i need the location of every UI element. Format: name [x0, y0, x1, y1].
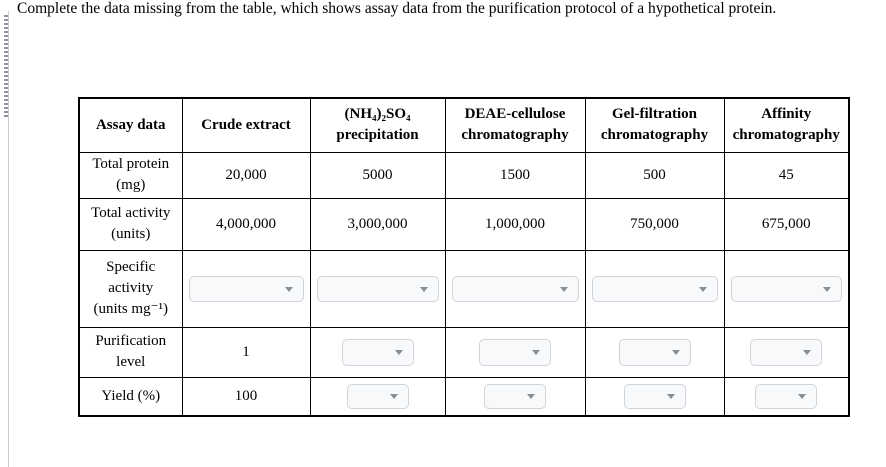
purification-level-deae-cell — [444, 326, 586, 378]
specific-activity-deae-select[interactable] — [451, 275, 579, 302]
header-affinity-chromatography: Affinity chromatography — [723, 97, 850, 153]
row-label-purification-level: Purification level — [78, 326, 183, 378]
yield-ammonium-sulfate-select[interactable] — [346, 383, 409, 409]
header-crude-extract: Crude extract — [181, 97, 311, 153]
header-ammonium-sulfate-precipitation: (NH₄)₂SO₄ precipitation — [309, 97, 446, 153]
specific-activity-ammonium-sulfate-select[interactable] — [316, 275, 439, 302]
chevron-down-icon — [698, 286, 707, 292]
total-protein-deae: 1500 — [444, 151, 586, 199]
total-activity-crude-extract: 4,000,000 — [181, 197, 311, 251]
yield-gel-filtration-cell — [584, 376, 725, 417]
table-header-row: Assay data Crude extract (NH₄)₂SO₄ preci… — [78, 97, 850, 153]
left-edge-rule — [8, 11, 9, 467]
header-gel-filtration-chromatography: Gel-filtration chromatography — [584, 97, 725, 153]
chevron-down-icon — [419, 286, 428, 292]
chevron-down-icon — [394, 350, 403, 355]
assay-data-table: Assay data Crude extract (NH₄)₂SO₄ preci… — [78, 97, 850, 417]
page-title: Complete the data missing from the table… — [17, 0, 777, 17]
purification-level-affinity-select[interactable] — [750, 338, 823, 366]
purification-level-deae-select[interactable] — [479, 338, 551, 366]
chevron-down-icon — [671, 350, 680, 355]
header-assay-data: Assay data — [78, 97, 183, 153]
specific-activity-deae-cell — [444, 249, 586, 328]
specific-activity-gel-filtration-cell — [584, 249, 725, 328]
left-edge-clipped-text — [4, 15, 8, 119]
specific-activity-gel-filtration-select[interactable] — [591, 275, 718, 302]
chevron-down-icon — [559, 286, 568, 292]
row-purification-level: Purification level 1 — [78, 326, 850, 378]
purification-level-crude-extract: 1 — [181, 326, 311, 378]
chevron-down-icon — [803, 350, 812, 355]
specific-activity-affinity-cell — [723, 249, 850, 328]
row-label-total-activity: Total activity (units) — [78, 197, 183, 251]
row-label-specific-activity: Specific activity (units mg⁻¹) — [78, 249, 183, 328]
total-activity-gel-filtration: 750,000 — [584, 197, 725, 251]
yield-ammonium-sulfate-cell — [309, 376, 446, 417]
chevron-down-icon — [666, 394, 675, 400]
chevron-down-icon — [284, 286, 293, 292]
yield-affinity-cell — [723, 376, 850, 417]
yield-gel-filtration-select[interactable] — [623, 383, 686, 409]
header-deae-cellulose-chromatography: DEAE-cellulose chromatography — [444, 97, 586, 153]
yield-deae-select[interactable] — [484, 383, 546, 409]
chevron-down-icon — [527, 394, 535, 400]
purification-level-gel-filtration-select[interactable] — [618, 338, 691, 366]
total-protein-affinity: 45 — [723, 151, 850, 199]
total-activity-ammonium-sulfate: 3,000,000 — [309, 197, 446, 251]
row-total-protein: Total protein (mg) 20,000 5000 1500 500 … — [78, 151, 850, 199]
row-label-total-protein: Total protein (mg) — [78, 151, 183, 199]
yield-deae-cell — [444, 376, 586, 417]
specific-activity-ammonium-sulfate-cell — [309, 249, 446, 328]
specific-activity-crude-extract-select[interactable] — [188, 275, 304, 302]
yield-affinity-select[interactable] — [755, 383, 818, 409]
total-protein-crude-extract: 20,000 — [181, 151, 311, 199]
total-protein-ammonium-sulfate: 5000 — [309, 151, 446, 199]
purification-level-affinity-cell — [723, 326, 850, 378]
total-activity-deae: 1,000,000 — [444, 197, 586, 251]
yield-crude-extract: 100 — [181, 376, 311, 417]
row-specific-activity: Specific activity (units mg⁻¹) — [78, 249, 850, 328]
row-yield: Yield (%) 100 — [78, 376, 850, 417]
purification-level-gel-filtration-cell — [584, 326, 725, 378]
row-label-yield: Yield (%) — [78, 376, 183, 417]
purification-level-ammonium-sulfate-select[interactable] — [341, 338, 414, 366]
chevron-down-icon — [532, 350, 540, 355]
total-activity-affinity: 675,000 — [723, 197, 850, 251]
total-protein-gel-filtration: 500 — [584, 151, 725, 199]
purification-level-ammonium-sulfate-cell — [309, 326, 446, 378]
row-total-activity: Total activity (units) 4,000,000 3,000,0… — [78, 197, 850, 251]
chevron-down-icon — [823, 286, 831, 292]
specific-activity-crude-extract-cell — [181, 249, 311, 328]
chevron-down-icon — [389, 394, 398, 400]
chevron-down-icon — [798, 394, 807, 400]
specific-activity-affinity-select[interactable] — [730, 275, 842, 302]
